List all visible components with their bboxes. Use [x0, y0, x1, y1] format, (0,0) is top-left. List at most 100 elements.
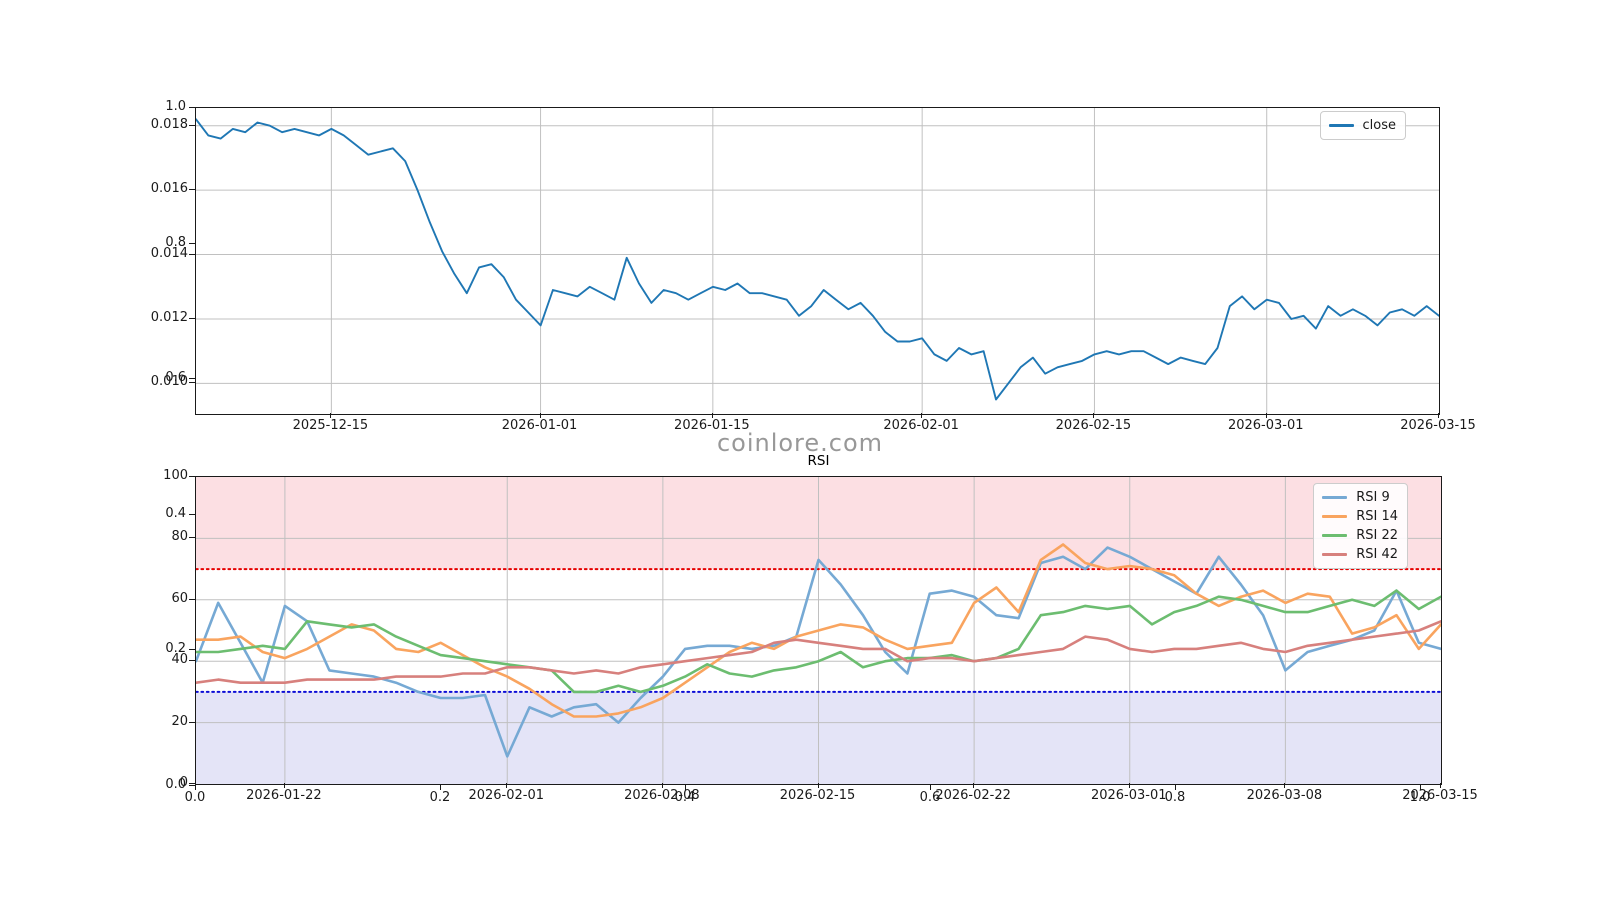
y-tick-mark [189, 537, 195, 539]
legend-swatch-icon [1322, 533, 1348, 538]
y-tick-label: 80 [171, 529, 188, 545]
ghost-x-tick-label: 1.0 [1409, 790, 1431, 805]
x-tick-label: 2026-03-01 [1227, 418, 1304, 433]
legend: RSI 9 RSI 14 RSI 22 RSI 42 [1313, 483, 1408, 569]
x-tick-mark [1284, 783, 1286, 788]
legend-label: RSI 9 [1356, 490, 1390, 505]
x-tick-mark [711, 413, 713, 418]
x-tick-label: 2026-02-15 [1055, 418, 1132, 433]
y-tick-label: 20 [171, 713, 188, 729]
price-chart-axes [195, 107, 1440, 415]
x-tick-mark [1093, 413, 1095, 418]
legend-label: RSI 14 [1356, 509, 1398, 524]
x-tick-mark [283, 783, 285, 788]
ghost-y-tick-mark [189, 514, 195, 515]
y-tick-mark [189, 598, 195, 600]
ghost-x-tick-label: 0.4 [674, 790, 696, 805]
ghost-x-tick-mark [1420, 785, 1421, 790]
rsi-plot [196, 477, 1441, 784]
x-tick-mark [921, 413, 923, 418]
legend-item: RSI 42 [1322, 545, 1398, 564]
x-tick-mark [539, 413, 541, 418]
y-tick-label: 0.014 [150, 245, 188, 261]
ghost-y-tick-mark [189, 649, 195, 650]
y-tick-mark [189, 253, 195, 255]
ghost-x-tick-mark [440, 785, 441, 790]
y-tick-label: 0.016 [150, 181, 188, 197]
x-tick-label: 2026-03-15 [1402, 788, 1478, 803]
y-tick-mark [189, 660, 195, 662]
x-tick-label: 2026-03-01 [1090, 788, 1167, 803]
x-tick-label: 2025-12-15 [292, 418, 369, 433]
ghost-y-tick-mark [189, 785, 195, 786]
legend-item: RSI 9 [1322, 488, 1398, 507]
ghost-x-tick-mark [930, 785, 931, 790]
ghost-y-tick-label: 0.4 [165, 506, 186, 521]
ghost-x-tick-mark [685, 785, 686, 790]
x-tick-mark [1128, 783, 1130, 788]
watermark-text: coinlore.com [716, 429, 884, 457]
legend-swatch-icon [1322, 514, 1348, 519]
legend-swatch-icon [1322, 495, 1348, 500]
y-tick-label: 0.010 [150, 374, 188, 390]
price-plot [196, 108, 1439, 414]
x-tick-mark [1265, 413, 1267, 418]
y-tick-mark [189, 382, 195, 384]
ghost-x-tick-label: 0.2 [429, 790, 451, 805]
x-tick-mark [330, 413, 332, 418]
legend-label: RSI 42 [1356, 547, 1398, 562]
y-tick-label: 0 [179, 775, 188, 790]
y-tick-label: 0.018 [150, 116, 188, 132]
legend-item: RSI 22 [1322, 526, 1398, 545]
y-tick-label: 100 [163, 468, 188, 483]
y-tick-mark [189, 476, 195, 477]
legend-swatch-icon [1322, 552, 1348, 557]
rsi-chart-axes [195, 476, 1442, 785]
x-tick-label: 2026-02-22 [935, 788, 1011, 803]
y-tick-mark [189, 189, 195, 191]
ghost-y-tick-label: 0.0 [165, 777, 186, 792]
x-tick-mark [661, 783, 663, 788]
y-tick-label: 60 [171, 590, 188, 606]
ghost-y-tick-mark [189, 107, 195, 108]
ghost-y-tick-label: 0.2 [165, 641, 186, 656]
legend-item: RSI 14 [1322, 507, 1398, 526]
ghost-y-tick-label: 0.6 [165, 370, 186, 385]
x-tick-mark [506, 783, 508, 788]
x-tick-mark [973, 783, 975, 788]
rsi-panel-title: RSI [807, 453, 830, 469]
legend-item: close [1328, 116, 1396, 135]
x-tick-label: 2026-03-15 [1400, 418, 1476, 433]
ghost-x-tick-label: 0.6 [919, 790, 941, 805]
legend: close [1319, 111, 1406, 140]
legend-label: close [1362, 118, 1396, 133]
x-tick-label: 2026-01-15 [674, 418, 750, 433]
y-tick-mark [189, 721, 195, 723]
ghost-x-tick-label: 0.8 [1164, 790, 1186, 805]
x-tick-label: 2026-01-01 [501, 418, 578, 433]
y-tick-mark [189, 783, 195, 784]
x-tick-label: 2026-02-15 [779, 788, 856, 803]
legend-swatch-icon [1328, 124, 1354, 127]
x-tick-label: 2026-01-22 [246, 788, 322, 803]
ghost-y-tick-mark [189, 378, 195, 379]
x-tick-mark [817, 783, 819, 788]
y-tick-label: 40 [171, 652, 188, 668]
ghost-y-tick-label: 0.8 [165, 235, 186, 250]
ghost-x-tick-label: 0.0 [184, 790, 206, 805]
x-tick-mark [1438, 413, 1439, 418]
y-tick-label: 0.012 [150, 309, 188, 325]
ghost-y-tick-mark [189, 243, 195, 244]
ghost-x-tick-mark [195, 785, 196, 790]
x-tick-label: 2026-02-01 [468, 788, 545, 803]
x-tick-mark [1440, 783, 1441, 788]
legend-label: RSI 22 [1356, 528, 1398, 543]
ghost-x-tick-mark [1175, 785, 1176, 790]
ghost-y-tick-label: 1.0 [165, 99, 186, 114]
x-tick-label: 2026-02-08 [624, 788, 700, 803]
y-tick-mark [189, 317, 195, 319]
x-tick-label: 2026-03-08 [1246, 788, 1323, 803]
y-tick-mark [189, 124, 195, 126]
x-tick-label: 2026-02-01 [883, 418, 959, 433]
